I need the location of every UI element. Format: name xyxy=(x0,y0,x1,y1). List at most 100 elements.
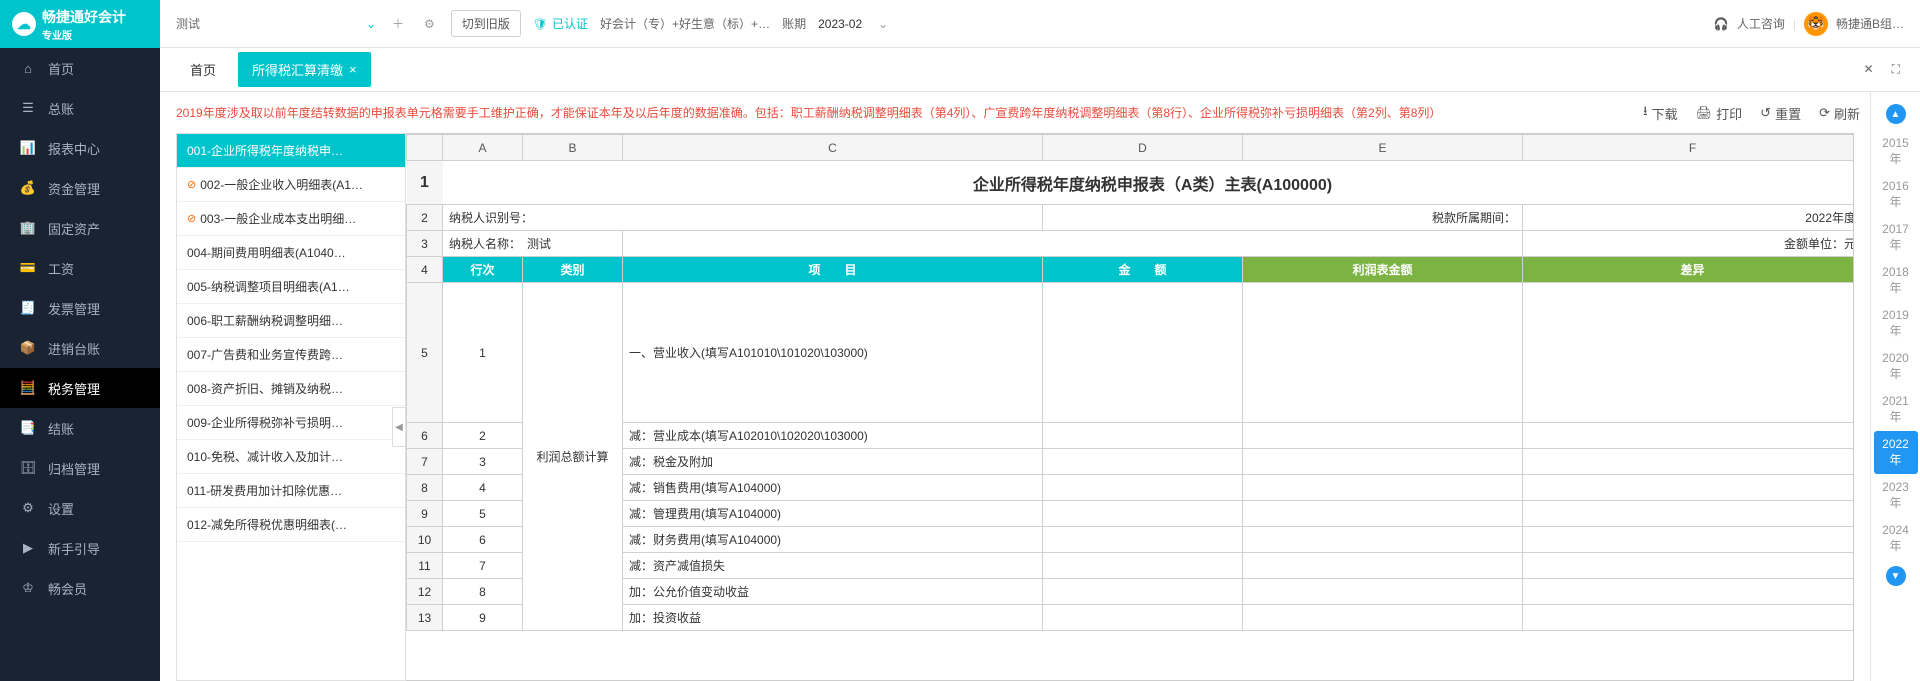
profit-cell[interactable] xyxy=(1243,423,1523,449)
tab[interactable]: 所得税汇算清缴× xyxy=(238,52,371,87)
report-list-item[interactable]: 009-企业所得税弥补亏损明… xyxy=(177,406,405,440)
report-list-item[interactable]: 011-研发费用加计扣除优惠… xyxy=(177,474,405,508)
nav-wallet[interactable]: 💰资金管理 xyxy=(0,168,160,208)
report-list-item[interactable]: 008-资产折旧、摊销及纳税… xyxy=(177,372,405,406)
report-list-item[interactable]: ⊘002-一般企业收入明细表(A1… xyxy=(177,168,405,202)
print-button[interactable]: 🖨打印 xyxy=(1696,102,1743,124)
nav-ledger[interactable]: ☰总账 xyxy=(0,88,160,128)
nav-vip[interactable]: ♔畅会员 xyxy=(0,568,160,608)
amount-cell[interactable] xyxy=(1043,283,1243,423)
profit-cell[interactable] xyxy=(1243,449,1523,475)
year-item[interactable]: 2022年 xyxy=(1874,431,1918,474)
col-header[interactable]: A xyxy=(443,135,523,161)
tab-close-all[interactable]: ✕ xyxy=(1860,58,1878,81)
amount-cell[interactable] xyxy=(1043,579,1243,605)
col-header[interactable]: D xyxy=(1043,135,1243,161)
report-list-item[interactable]: 005-纳税调整项目明细表(A1… xyxy=(177,270,405,304)
year-item[interactable]: 2016年 xyxy=(1874,173,1918,216)
diff-cell[interactable] xyxy=(1523,423,1855,449)
col-header[interactable]: F xyxy=(1523,135,1855,161)
diff-cell[interactable] xyxy=(1523,553,1855,579)
report-list-item[interactable]: 010-免税、减计收入及加计… xyxy=(177,440,405,474)
row-num[interactable]: 5 xyxy=(407,283,443,423)
year-item[interactable]: 2019年 xyxy=(1874,302,1918,345)
nav-inout[interactable]: 📦进销台账 xyxy=(0,328,160,368)
year-item[interactable]: 2017年 xyxy=(1874,216,1918,259)
amount-cell[interactable] xyxy=(1043,527,1243,553)
nav-guide[interactable]: ▶新手引导 xyxy=(0,528,160,568)
diff-cell[interactable] xyxy=(1523,579,1855,605)
nav-home[interactable]: ⌂首页 xyxy=(0,48,160,88)
amount-cell[interactable] xyxy=(1043,475,1243,501)
diff-cell[interactable] xyxy=(1523,527,1855,553)
nav-tax[interactable]: 🧮税务管理 xyxy=(0,368,160,408)
col-header[interactable]: B xyxy=(523,135,623,161)
amount-cell[interactable] xyxy=(1043,605,1243,631)
report-list-item[interactable]: 004-期间费用明细表(A1040… xyxy=(177,236,405,270)
row-num[interactable]: 6 xyxy=(407,423,443,449)
nav-archive[interactable]: 🗄归档管理 xyxy=(0,448,160,488)
diff-cell[interactable] xyxy=(1523,501,1855,527)
gear-icon[interactable]: ⚙ xyxy=(420,13,439,35)
collapse-handle[interactable]: ◀ xyxy=(392,407,406,447)
nav-close[interactable]: 📑结账 xyxy=(0,408,160,448)
profit-cell[interactable] xyxy=(1243,579,1523,605)
tab-close-icon[interactable]: × xyxy=(349,62,357,77)
year-down-button[interactable]: ▼ xyxy=(1886,566,1906,586)
nav-salary[interactable]: 💳工资 xyxy=(0,248,160,288)
report-list-item[interactable]: 012-减免所得税优惠明细表(… xyxy=(177,508,405,542)
row-num[interactable]: 9 xyxy=(407,501,443,527)
username[interactable]: 畅捷通B组… xyxy=(1836,15,1904,32)
year-item[interactable]: 2018年 xyxy=(1874,259,1918,302)
refresh-button[interactable]: ⟳刷新 xyxy=(1819,102,1860,124)
diff-cell[interactable] xyxy=(1523,475,1855,501)
row-num[interactable]: 13 xyxy=(407,605,443,631)
col-header[interactable]: E xyxy=(1243,135,1523,161)
company-selector[interactable]: 测试 ⌄ xyxy=(176,15,376,32)
tab[interactable]: 首页 xyxy=(176,52,230,87)
old-version-button[interactable]: 切到旧版 xyxy=(451,10,521,37)
year-up-button[interactable]: ▲ xyxy=(1886,104,1906,124)
profit-cell[interactable] xyxy=(1243,501,1523,527)
year-item[interactable]: 2024年 xyxy=(1874,517,1918,560)
spreadsheet[interactable]: ABCDEF1企业所得税年度纳税申报表（A类）主表(A100000)2纳税人识别… xyxy=(406,133,1854,681)
row-num[interactable]: 8 xyxy=(407,475,443,501)
reset-button[interactable]: ↺重置 xyxy=(1760,102,1801,124)
tab-expand[interactable]: ⛶ xyxy=(1888,58,1904,81)
period-dropdown-icon[interactable]: ⌄ xyxy=(874,13,892,35)
nav-invoice[interactable]: 🧾发票管理 xyxy=(0,288,160,328)
nav-chart[interactable]: 📊报表中心 xyxy=(0,128,160,168)
year-item[interactable]: 2020年 xyxy=(1874,345,1918,388)
amount-cell[interactable] xyxy=(1043,449,1243,475)
col-header[interactable]: C xyxy=(623,135,1043,161)
period-value[interactable]: 2023-02 xyxy=(818,17,862,31)
download-button[interactable]: ⭳下载 xyxy=(1643,102,1678,124)
add-icon[interactable]: ＋ xyxy=(388,11,408,36)
diff-cell[interactable] xyxy=(1523,449,1855,475)
nav-asset[interactable]: 🏢固定资产 xyxy=(0,208,160,248)
report-list-item[interactable]: 007-广告费和业务宣传费跨… xyxy=(177,338,405,372)
profit-cell[interactable] xyxy=(1243,605,1523,631)
nav-gear[interactable]: ⚙设置 xyxy=(0,488,160,528)
support-link[interactable]: 人工咨询 xyxy=(1737,15,1785,32)
year-item[interactable]: 2023年 xyxy=(1874,474,1918,517)
report-list-item[interactable]: 006-职工薪酬纳税调整明细… xyxy=(177,304,405,338)
report-list-item[interactable]: 001-企业所得税年度纳税申… xyxy=(177,134,405,168)
profit-cell[interactable] xyxy=(1243,475,1523,501)
year-item[interactable]: 2015年 xyxy=(1874,130,1918,173)
row-num[interactable]: 11 xyxy=(407,553,443,579)
profit-cell[interactable] xyxy=(1243,283,1523,423)
year-item[interactable]: 2021年 xyxy=(1874,388,1918,431)
avatar[interactable]: 🐯 xyxy=(1804,12,1828,36)
row-num[interactable]: 7 xyxy=(407,449,443,475)
amount-cell[interactable] xyxy=(1043,423,1243,449)
amount-cell[interactable] xyxy=(1043,553,1243,579)
diff-cell[interactable] xyxy=(1523,605,1855,631)
row-num[interactable]: 1 xyxy=(407,161,443,205)
profit-cell[interactable] xyxy=(1243,527,1523,553)
amount-cell[interactable] xyxy=(1043,501,1243,527)
report-list-item[interactable]: ⊘003-一般企业成本支出明细… xyxy=(177,202,405,236)
row-num[interactable]: 12 xyxy=(407,579,443,605)
diff-cell[interactable] xyxy=(1523,283,1855,423)
profit-cell[interactable] xyxy=(1243,553,1523,579)
